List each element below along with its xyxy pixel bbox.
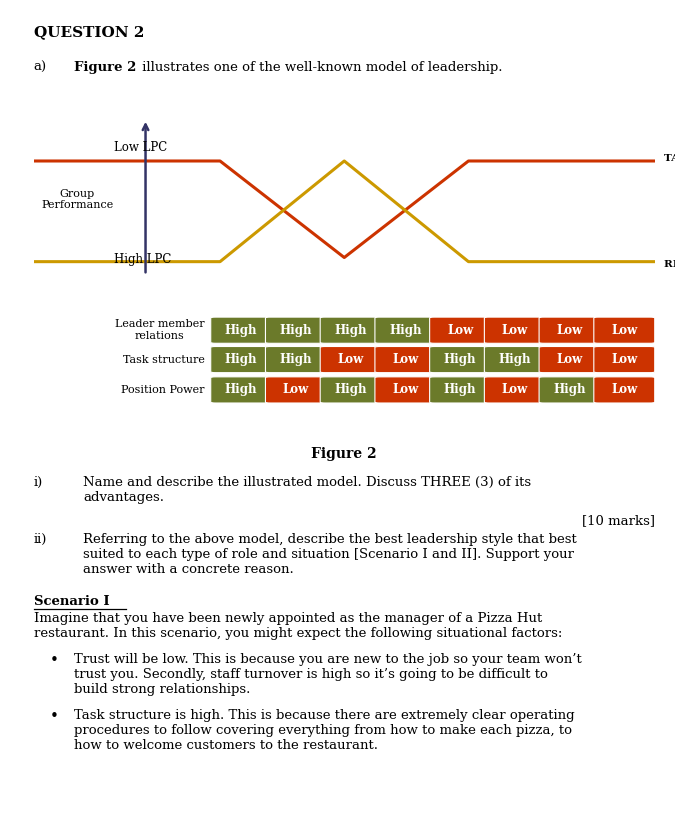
Text: RELATIONSHIP ORIENTED: RELATIONSHIP ORIENTED [664,260,675,269]
Text: High LPC: High LPC [115,252,172,266]
Text: QUESTION 2: QUESTION 2 [34,25,144,39]
FancyBboxPatch shape [485,317,545,343]
FancyBboxPatch shape [265,317,327,343]
Text: Low: Low [611,323,637,337]
Text: [10 marks]: [10 marks] [582,514,655,527]
FancyBboxPatch shape [429,377,491,403]
Text: High: High [444,384,477,397]
Text: Leader member
relations: Leader member relations [115,319,205,341]
Text: i): i) [34,476,43,488]
Text: Scenario I: Scenario I [34,595,109,608]
Text: Low: Low [338,353,364,366]
Text: High: High [444,353,477,366]
Text: Low: Low [392,353,418,366]
Text: Group
Performance: Group Performance [41,189,113,210]
Text: Referring to the above model, describe the best leadership style that best
suite: Referring to the above model, describe t… [84,533,577,576]
FancyBboxPatch shape [594,377,655,403]
Text: High: High [225,384,257,397]
FancyBboxPatch shape [539,377,600,403]
Text: ii): ii) [34,533,47,545]
FancyBboxPatch shape [265,346,327,373]
Text: High: High [279,353,312,366]
Text: Low: Low [283,384,309,397]
FancyBboxPatch shape [375,377,436,403]
Text: Low: Low [502,384,528,397]
FancyBboxPatch shape [594,317,655,343]
Text: •: • [49,653,58,667]
FancyBboxPatch shape [211,346,271,373]
Text: Imagine that you have been newly appointed as the manager of a Pizza Hut
restaur: Imagine that you have been newly appoint… [34,612,562,639]
Text: High: High [279,323,312,337]
Text: Task structure: Task structure [123,355,205,365]
FancyBboxPatch shape [594,346,655,373]
Text: Low LPC: Low LPC [115,141,167,154]
Text: Low: Low [556,353,583,366]
Text: •: • [49,709,58,724]
Text: Low: Low [556,323,583,337]
Text: High: High [389,323,422,337]
Text: Position Power: Position Power [121,385,205,395]
FancyBboxPatch shape [320,317,381,343]
FancyBboxPatch shape [265,377,327,403]
Text: Low: Low [611,353,637,366]
FancyBboxPatch shape [429,317,491,343]
Text: Low: Low [611,384,637,397]
FancyBboxPatch shape [320,346,381,373]
FancyBboxPatch shape [539,317,600,343]
Text: High: High [554,384,586,397]
Text: High: High [334,323,367,337]
Text: High: High [334,384,367,397]
Text: Low: Low [392,384,418,397]
FancyBboxPatch shape [211,377,271,403]
Text: High: High [225,323,257,337]
FancyBboxPatch shape [320,377,381,403]
Text: Name and describe the illustrated model. Discuss THREE (3) of its
advantages.: Name and describe the illustrated model.… [84,476,531,503]
FancyBboxPatch shape [485,346,545,373]
Text: Figure 2: Figure 2 [311,447,377,461]
FancyBboxPatch shape [485,377,545,403]
Text: Task structure is high. This is because there are extremely clear operating
proc: Task structure is high. This is because … [74,709,574,752]
FancyBboxPatch shape [375,317,436,343]
Text: High: High [499,353,531,366]
FancyBboxPatch shape [375,346,436,373]
Text: a): a) [34,61,47,74]
FancyBboxPatch shape [429,346,491,373]
Text: High: High [225,353,257,366]
Text: Low: Low [502,323,528,337]
Text: illustrates one of the well-known model of leadership.: illustrates one of the well-known model … [138,61,503,74]
Text: TASK ORIENTED: TASK ORIENTED [664,153,675,163]
Text: Trust will be low. This is because you are new to the job so your team won’t
tru: Trust will be low. This is because you a… [74,653,582,695]
Text: Figure 2: Figure 2 [74,61,136,74]
FancyBboxPatch shape [539,346,600,373]
FancyBboxPatch shape [211,317,271,343]
Text: Low: Low [447,323,473,337]
